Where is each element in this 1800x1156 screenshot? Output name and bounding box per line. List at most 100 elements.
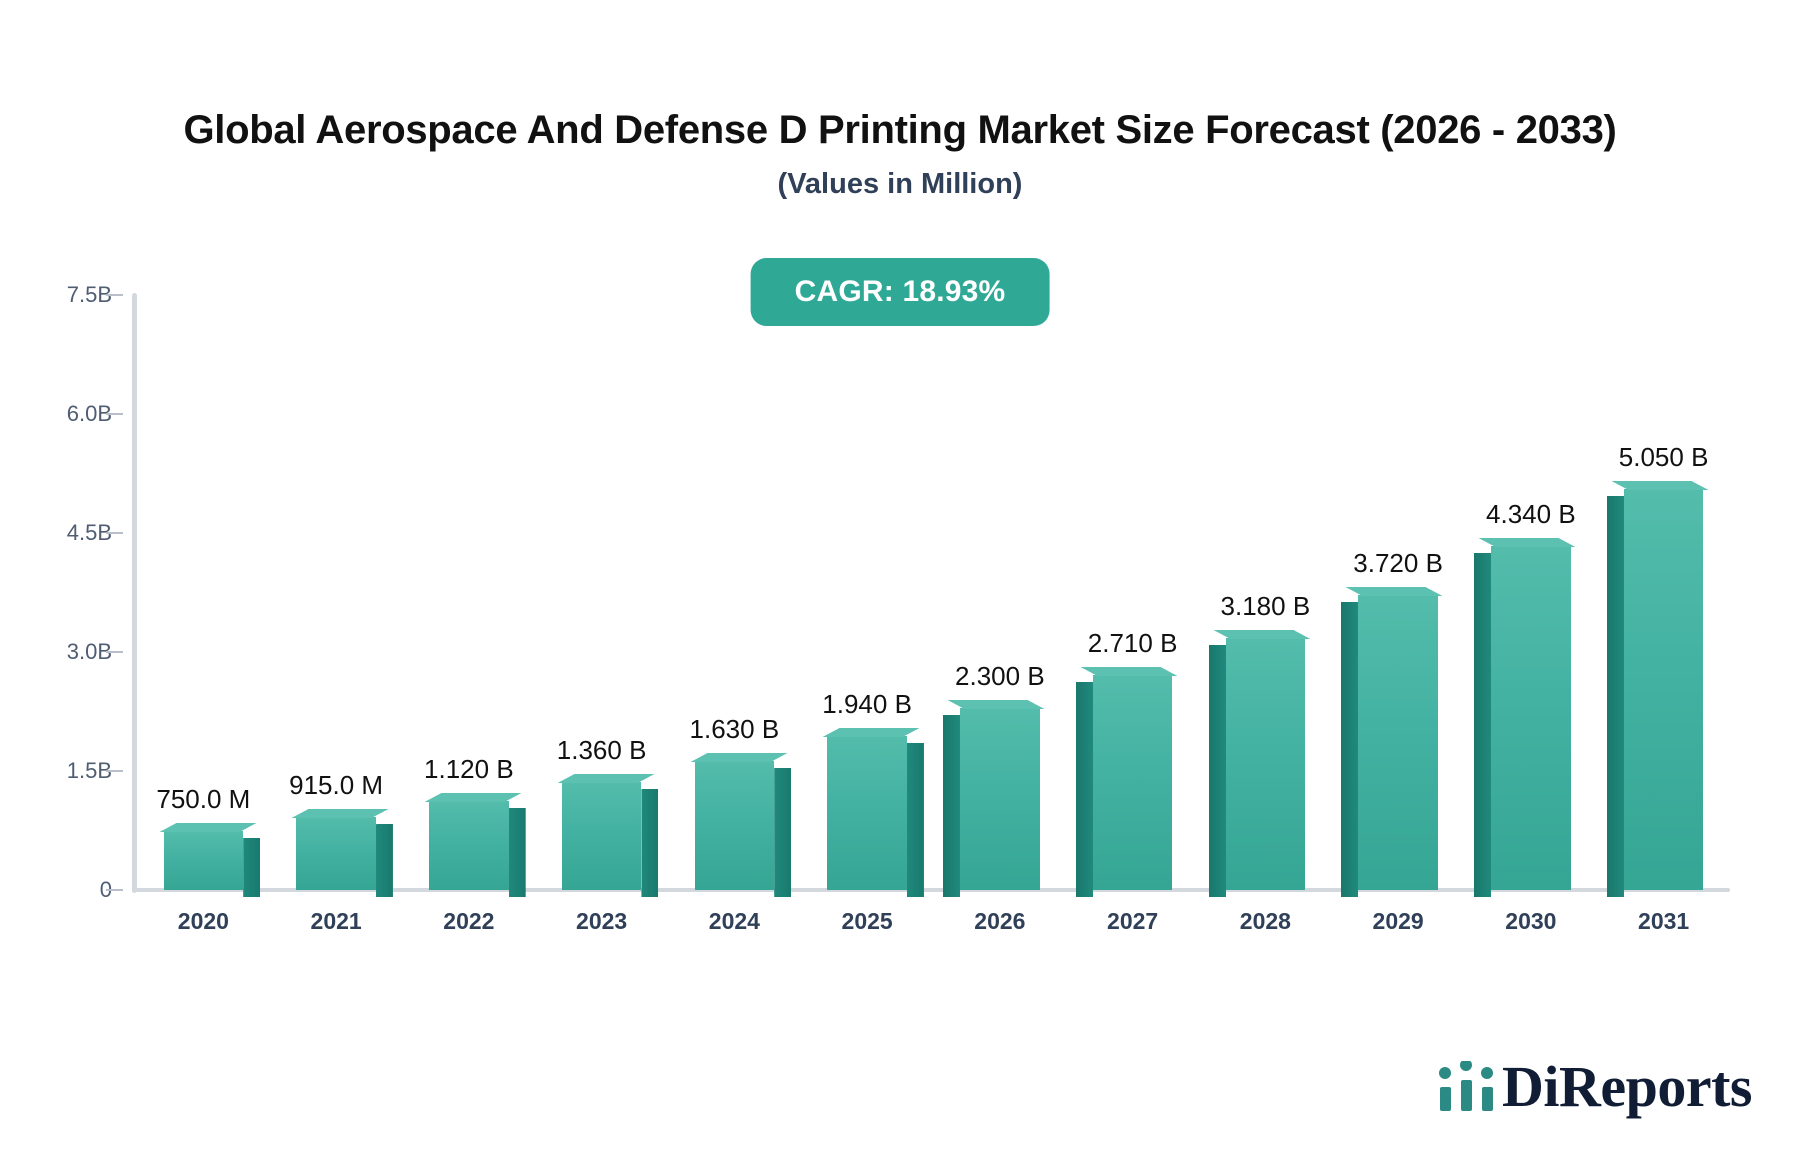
bar-value-label: 3.720 B — [1353, 547, 1443, 578]
cagr-badge: CAGR: 18.93% — [750, 258, 1050, 326]
x-axis-label-2023: 2023 — [576, 908, 628, 934]
bar-body: 915.0 M — [289, 770, 393, 897]
y-axis-tick-mark — [106, 889, 123, 891]
bar-side-face — [1474, 552, 1492, 897]
x-axis-label-2031: 2031 — [1638, 908, 1690, 934]
bar-side-face — [375, 824, 393, 897]
bar-body: 5.050 B — [1606, 442, 1708, 897]
bar-front-face — [429, 801, 509, 890]
x-axis-label-2022: 2022 — [443, 908, 495, 934]
x-axis-label-2024: 2024 — [708, 908, 760, 934]
bar-front-face — [296, 817, 376, 890]
x-axis-label-2030: 2030 — [1505, 908, 1557, 934]
bar-top-face — [1080, 667, 1177, 677]
bar-side-face — [774, 767, 792, 897]
bar-body: 1.940 B — [822, 689, 924, 897]
bar-2031[interactable]: 5.050 B — [1606, 295, 1708, 897]
direports-logo: DiReports — [1436, 1054, 1753, 1119]
bar-series: 750.0 M 915.0 M 1.120 B 1.360 B 1.630 B 1.940… — [137, 295, 1730, 897]
bar-body: 4.340 B — [1474, 499, 1576, 897]
y-axis-tick-label: 3.0B — [66, 639, 112, 664]
bar-front-face — [827, 736, 907, 890]
bar-2027[interactable]: 2.710 B — [1075, 295, 1177, 897]
bar-value-label: 1.120 B — [424, 754, 514, 785]
y-axis-tick-mark — [106, 651, 123, 653]
bar-value-label: 1.360 B — [556, 735, 647, 766]
bar-front-face — [694, 760, 775, 890]
y-axis-line — [132, 293, 137, 893]
x-axis-label-2021: 2021 — [310, 908, 362, 934]
y-axis-tick-mark — [106, 413, 123, 415]
bar-body: 2.300 B — [943, 661, 1045, 897]
bar-2020[interactable]: 750.0 M — [156, 295, 261, 897]
page-subtitle: (Values in Million) — [777, 168, 1023, 200]
bar-2023[interactable]: 1.360 B — [557, 295, 659, 897]
bar-side-face — [1606, 496, 1624, 897]
logo-text: DiReports — [1501, 1054, 1753, 1119]
bar-2025[interactable]: 1.940 B — [822, 295, 924, 897]
bar-top-face — [159, 822, 256, 832]
bar-top-face — [557, 774, 654, 784]
bar-2024[interactable]: 1.630 B — [690, 295, 792, 897]
bar-top-face — [1478, 537, 1576, 547]
x-axis-label-2025: 2025 — [841, 908, 893, 934]
bar-2028[interactable]: 3.180 B — [1208, 295, 1310, 897]
y-axis-tick-label: 1.5B — [66, 758, 112, 783]
bar-value-label: 1.940 B — [822, 689, 912, 720]
bar-value-label: 915.0 M — [289, 770, 384, 801]
x-axis-label-2026: 2026 — [974, 908, 1026, 934]
bar-top-face — [1213, 629, 1310, 639]
y-axis-tick-label: 0 — [99, 877, 112, 902]
bar-body: 1.630 B — [690, 714, 792, 897]
bar-2022[interactable]: 1.120 B — [424, 295, 526, 897]
bar-side-face — [943, 714, 961, 897]
bar-value-label: 3.180 B — [1220, 590, 1311, 621]
bar-side-face — [243, 837, 261, 897]
bar-front-face — [960, 707, 1040, 890]
bar-front-face — [561, 782, 642, 890]
bar-body: 750.0 M — [156, 784, 261, 897]
bar-chart-logo-icon — [1438, 1061, 1493, 1111]
y-axis-tick-label: 4.5B — [66, 520, 112, 545]
bar-2030[interactable]: 4.340 B — [1474, 295, 1576, 897]
bar-front-face — [1225, 637, 1306, 890]
x-axis-line — [132, 888, 1730, 892]
y-axis-tick-mark — [106, 770, 123, 772]
bar-side-face — [508, 808, 526, 897]
bar-front-face — [1092, 675, 1173, 890]
bar-body: 3.180 B — [1208, 591, 1310, 897]
bar-body: 1.120 B — [424, 754, 526, 897]
bar-value-label: 5.050 B — [1618, 442, 1709, 473]
bar-value-label: 2.710 B — [1087, 628, 1178, 659]
bar-body: 3.720 B — [1341, 548, 1443, 897]
x-axis-label-2020: 2020 — [177, 908, 229, 934]
bar-value-label: 750.0 M — [156, 783, 251, 814]
y-axis-tick-mark — [106, 532, 123, 534]
page-title: Global Aerospace And Defense D Printing … — [183, 108, 1617, 152]
bar-value-label: 1.630 B — [689, 713, 780, 744]
bar-2026[interactable]: 2.300 B — [943, 295, 1045, 897]
bar-front-face — [163, 830, 244, 890]
y-axis-tick-mark — [106, 294, 123, 296]
bar-front-face — [1358, 594, 1438, 890]
bar-2029[interactable]: 3.720 B — [1341, 295, 1443, 897]
bar-side-face — [641, 789, 659, 897]
bar-front-face — [1623, 489, 1704, 890]
bar-value-label: 4.340 B — [1486, 498, 1576, 529]
bar-top-face — [947, 699, 1045, 709]
x-axis-label-2028: 2028 — [1239, 908, 1291, 934]
bar-2021[interactable]: 915.0 M — [289, 295, 393, 897]
bar-front-face — [1491, 545, 1571, 890]
bar-side-face — [1075, 682, 1093, 897]
bar-top-face — [1611, 481, 1708, 491]
y-axis-tick-label: 7.5B — [66, 282, 112, 307]
bar-body: 2.710 B — [1075, 628, 1177, 897]
x-axis-label-2027: 2027 — [1107, 908, 1159, 934]
bar-side-face — [906, 743, 924, 897]
bar-body: 1.360 B — [557, 735, 659, 897]
bar-top-face — [1345, 586, 1443, 596]
bar-top-face — [690, 752, 787, 762]
bar-side-face — [1341, 601, 1359, 897]
